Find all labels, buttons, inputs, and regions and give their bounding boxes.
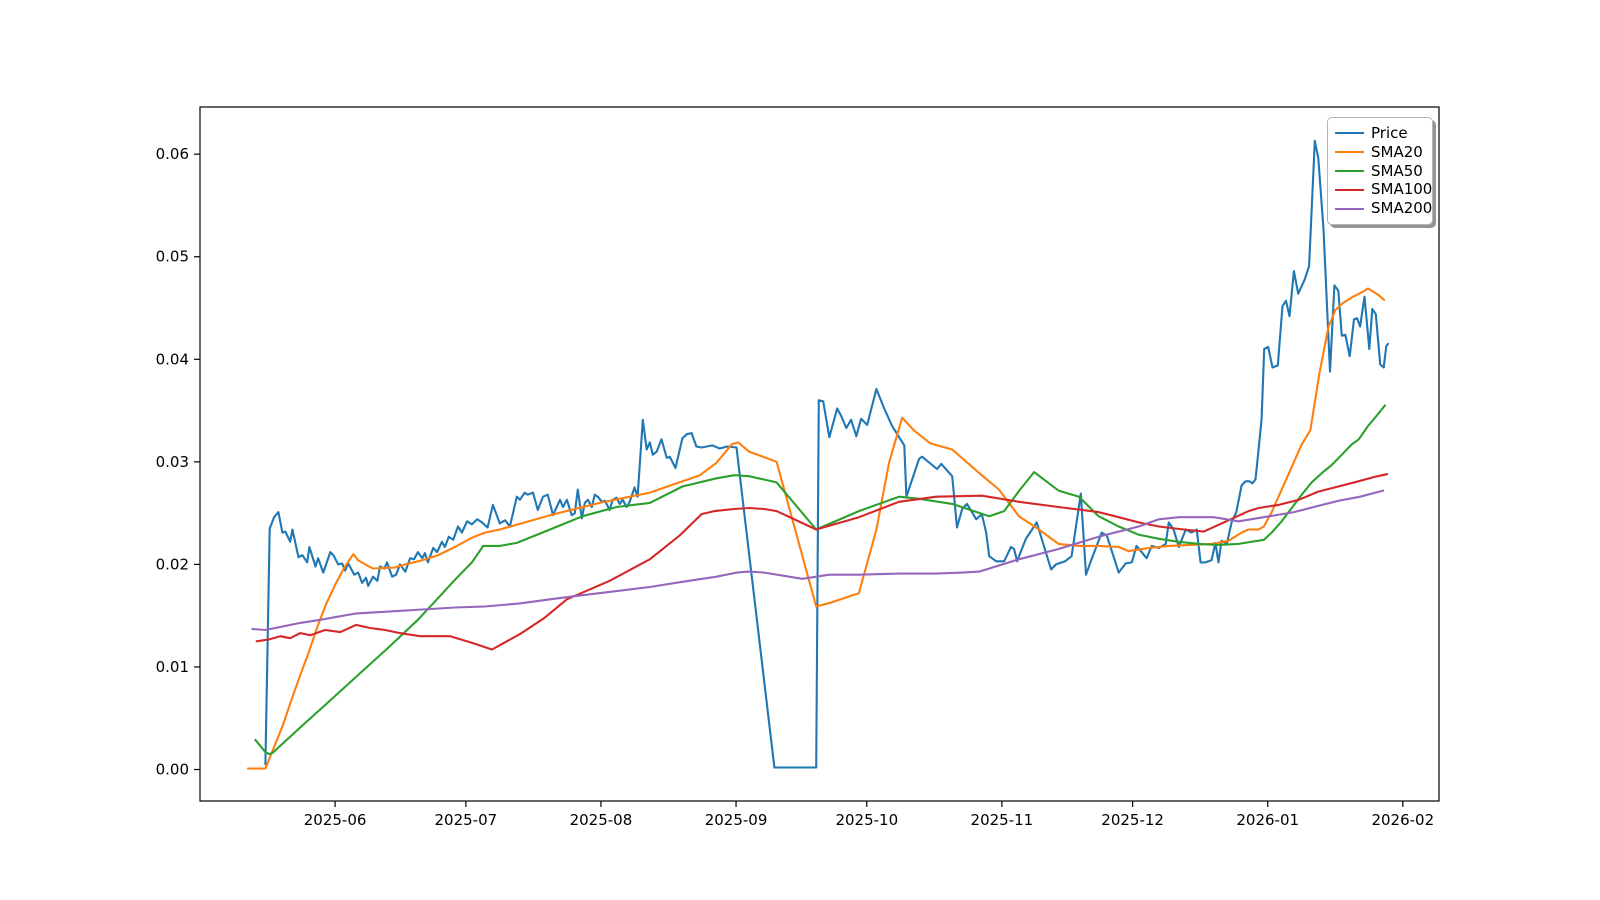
legend-label: Price [1371,124,1408,142]
series-line-price [264,139,1390,769]
legend-line-swatch [1335,169,1364,172]
y-tick-label: 0.01 [156,658,189,676]
legend: Price SMA20 SMA50 SMA100 SMA200 [1327,117,1433,225]
y-tick-label: 0.02 [156,555,189,573]
x-tick-label: 2025-07 [434,811,497,829]
legend-line-swatch [1335,132,1364,135]
x-tick-label: 2025-06 [304,811,367,829]
legend-label: SMA200 [1371,199,1433,218]
series-line-sma50 [254,404,1387,756]
legend-label: SMA100 [1371,180,1433,199]
x-tick-label: 2025-09 [705,811,768,829]
legend-entry-sma200: SMA200 [1335,199,1432,218]
x-tick-label: 2025-10 [835,811,898,829]
legend-entry-sma20: SMA20 [1335,143,1424,162]
y-tick-label: 0.06 [156,145,189,163]
axes-frame [199,106,1440,802]
y-tick-label: 0.03 [156,453,189,471]
y-tick-label: 0.05 [156,248,189,266]
legend-label: SMA20 [1371,142,1423,161]
legend-entry-sma50: SMA50 [1335,162,1424,181]
x-tick-label: 2026-01 [1236,811,1299,829]
x-tick-label: 2026-02 [1371,811,1434,829]
series-line-sma100 [255,473,1389,651]
series-group [246,139,1390,770]
y-tick-label: 0.00 [156,761,189,779]
series-line-sma200 [251,489,1385,632]
legend-label: SMA50 [1371,161,1423,180]
legend-entry-sma100: SMA100 [1335,180,1432,199]
series-line-sma20 [246,287,1386,770]
legend-entry-price: Price [1335,124,1424,143]
x-axis: 2025-06 2025-07 2025-08 2025-09 2025-10 2025-… [304,801,1434,829]
x-tick-label: 2025-08 [570,811,633,829]
legend-line-swatch [1335,188,1364,191]
y-axis: 0.00 0.01 0.02 0.03 0.04 0.05 0.06 [156,145,200,779]
x-tick-label: 2025-12 [1101,811,1164,829]
legend-line-swatch [1335,207,1364,210]
x-tick-label: 2025-11 [971,811,1034,829]
legend-line-swatch [1335,151,1364,154]
y-tick-label: 0.04 [156,350,189,368]
